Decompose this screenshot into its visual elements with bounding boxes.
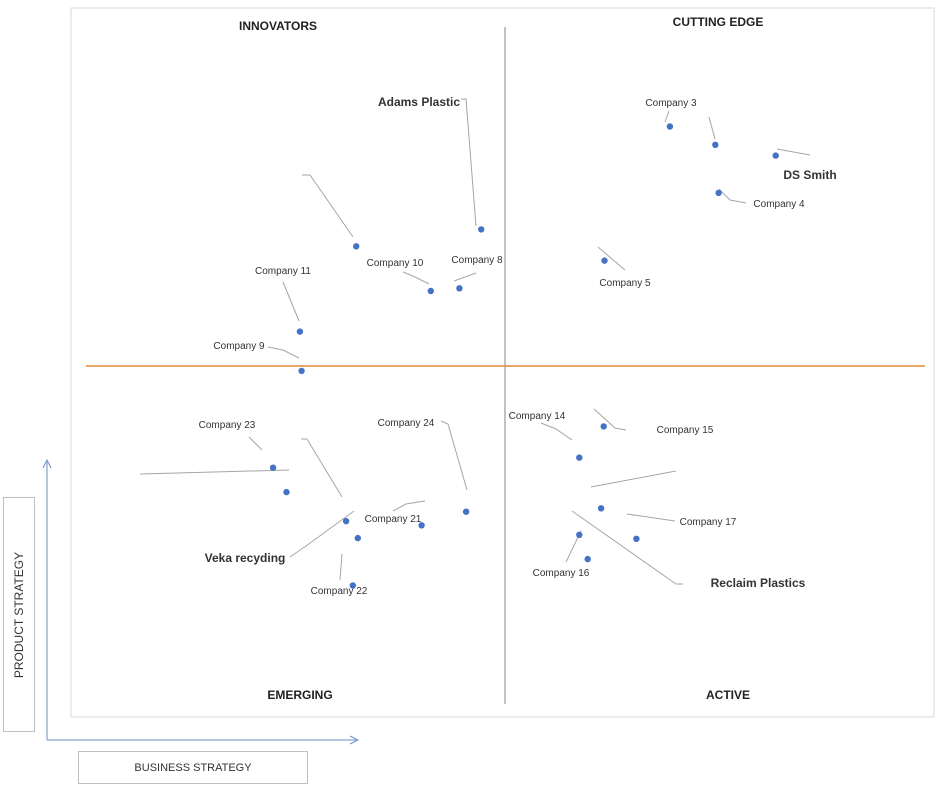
point-label-company-24: Company 24 (378, 418, 435, 429)
data-point-company-11 (296, 328, 304, 335)
quadrant-label-emerging: EMERGING (267, 688, 332, 702)
leader-line-unlabeled-6 (302, 174, 354, 238)
data-point-company-22 (349, 582, 356, 589)
point-label-company-15: Company 15 (657, 425, 714, 436)
data-point-unlabeled-2 (712, 141, 719, 148)
point-label-company-9: Company 9 (213, 341, 265, 352)
leader-line-company-4 (718, 188, 747, 204)
leader-line-company-21 (392, 500, 426, 512)
leader-line-unlabeled-2 (708, 116, 716, 140)
data-point-unlabeled-6 (353, 243, 360, 250)
quadrant-label-innovators: INNOVATORS (239, 19, 317, 33)
point-label-company-8: Company 8 (451, 255, 503, 266)
leader-line-company-10 (402, 271, 430, 285)
data-point-unlabeled-13 (342, 518, 350, 525)
data-point-company-4 (715, 189, 722, 197)
leader-line-company-8 (453, 272, 477, 282)
leader-line-company-9 (267, 346, 300, 359)
data-point-company-21 (418, 522, 425, 529)
leader-line-company-3 (664, 110, 670, 123)
leader-line-company-11 (282, 281, 300, 322)
point-label-adams-plastic: Adams Plastic (378, 95, 460, 109)
data-point-company-24 (462, 508, 470, 515)
data-point-ds-smith (772, 152, 779, 159)
data-point-company-23 (269, 464, 277, 471)
x-axis-title-box: BUSINESS STRATEGY (78, 751, 308, 784)
leader-line-company-15 (593, 408, 627, 431)
point-label-reclaim-plastics: Reclaim Plastics (711, 576, 806, 590)
leader-line-reclaim-plastics (571, 510, 683, 585)
leader-lines (139, 98, 811, 585)
point-label-company-16: Company 16 (533, 568, 590, 579)
data-point-company-9 (298, 367, 305, 375)
y-axis-title: PRODUCT STRATEGY (12, 551, 26, 678)
data-point-company-10 (427, 287, 434, 295)
leader-line-veka-recyding (289, 510, 355, 558)
data-point-company-15 (600, 423, 607, 430)
leader-line-company-5 (597, 246, 626, 271)
point-label-company-3: Company 3 (645, 98, 697, 109)
point-label-company-22: Company 22 (311, 586, 368, 597)
point-label-company-11: Company 11 (255, 266, 311, 277)
y-axis-title-box: PRODUCT STRATEGY (3, 497, 35, 732)
quadrant-label-active: ACTIVE (706, 688, 750, 702)
point-label-ds-smith: DS Smith (783, 168, 836, 182)
leader-line-unlabeled-20 (590, 470, 677, 488)
leader-line-ds-smith (776, 148, 811, 156)
data-point-reclaim-plastics (576, 531, 583, 538)
leader-line-unlabeled-12 (139, 469, 290, 475)
x-axis-arrowhead (349, 735, 360, 745)
point-label-company-14: Company 14 (509, 411, 566, 422)
data-point-company-17 (633, 535, 640, 542)
data-point-company-14 (576, 454, 583, 461)
data-points (269, 123, 779, 589)
data-point-company-5 (601, 257, 608, 264)
data-point-company-8 (456, 285, 463, 292)
leader-line-company-23 (248, 436, 263, 451)
leader-line-company-14 (540, 422, 573, 441)
point-label-company-23: Company 23 (199, 420, 256, 431)
point-label-company-21: Company 21 (365, 514, 422, 525)
point-label-company-10: Company 10 (367, 258, 424, 269)
data-point-unlabeled-12 (283, 488, 290, 496)
quadrant-label-cutting-edge: CUTTING EDGE (673, 15, 764, 29)
point-label-company-5: Company 5 (599, 278, 651, 289)
leader-line-unlabeled-13 (301, 438, 343, 498)
point-label-company-4: Company 4 (753, 199, 805, 210)
data-point-company-16 (584, 555, 591, 563)
leader-line-company-22 (339, 553, 343, 581)
point-label-veka-recyding: Veka recyding (205, 551, 286, 565)
data-point-unlabeled-20 (597, 505, 605, 512)
data-point-company-3 (666, 123, 674, 130)
leader-line-company-17 (626, 513, 676, 522)
point-labels: Adams Plastic Company 3 DS Smith Company 4 C… (199, 95, 837, 597)
leader-line-company-24 (440, 420, 468, 491)
y-axis-arrowhead (42, 458, 52, 469)
plot-frame (70, 7, 935, 718)
data-point-adams-plastic (478, 226, 485, 233)
data-point-veka-recyding (354, 534, 361, 542)
leader-line-adams-plastic (461, 98, 477, 227)
point-label-company-17: Company 17 (680, 517, 737, 528)
x-axis-title: BUSINESS STRATEGY (134, 761, 252, 774)
